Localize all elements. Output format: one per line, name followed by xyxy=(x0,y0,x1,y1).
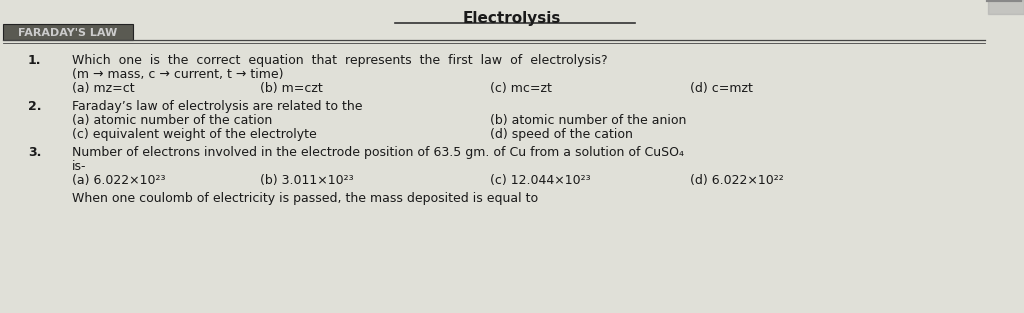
FancyBboxPatch shape xyxy=(3,24,133,40)
Text: is-: is- xyxy=(72,160,86,173)
Text: Electrolysis: Electrolysis xyxy=(463,11,561,26)
Text: (a) 6.022×10²³: (a) 6.022×10²³ xyxy=(72,174,166,187)
Text: (a) atomic number of the cation: (a) atomic number of the cation xyxy=(72,114,272,127)
Text: Which  one  is  the  correct  equation  that  represents  the  first  law  of  e: Which one is the correct equation that r… xyxy=(72,54,607,67)
Text: (d) 6.022×10²²: (d) 6.022×10²² xyxy=(690,174,783,187)
Text: When one coulomb of electricity is passed, the mass deposited is equal to: When one coulomb of electricity is passe… xyxy=(72,192,539,205)
Text: 1.: 1. xyxy=(28,54,42,67)
Text: (m → mass, c → current, t → time): (m → mass, c → current, t → time) xyxy=(72,68,284,81)
Text: 3.: 3. xyxy=(28,146,41,159)
Text: (c) equivalent weight of the electrolyte: (c) equivalent weight of the electrolyte xyxy=(72,128,316,141)
Text: (b) m=czt: (b) m=czt xyxy=(260,82,323,95)
Text: FARADAY'S LAW: FARADAY'S LAW xyxy=(18,28,118,38)
Text: (c) 12.044×10²³: (c) 12.044×10²³ xyxy=(490,174,591,187)
Text: (c) mc=zt: (c) mc=zt xyxy=(490,82,552,95)
Text: (d) speed of the cation: (d) speed of the cation xyxy=(490,128,633,141)
Text: 2.: 2. xyxy=(28,100,42,113)
Text: Faraday’s law of electrolysis are related to the: Faraday’s law of electrolysis are relate… xyxy=(72,100,362,113)
Text: (a) mz=ct: (a) mz=ct xyxy=(72,82,134,95)
Text: (d) c=mzt: (d) c=mzt xyxy=(690,82,753,95)
Text: (b) 3.011×10²³: (b) 3.011×10²³ xyxy=(260,174,353,187)
Text: Number of electrons involved in the electrode position of 63.5 gm. of Cu from a : Number of electrons involved in the elec… xyxy=(72,146,684,159)
Text: (b) atomic number of the anion: (b) atomic number of the anion xyxy=(490,114,686,127)
